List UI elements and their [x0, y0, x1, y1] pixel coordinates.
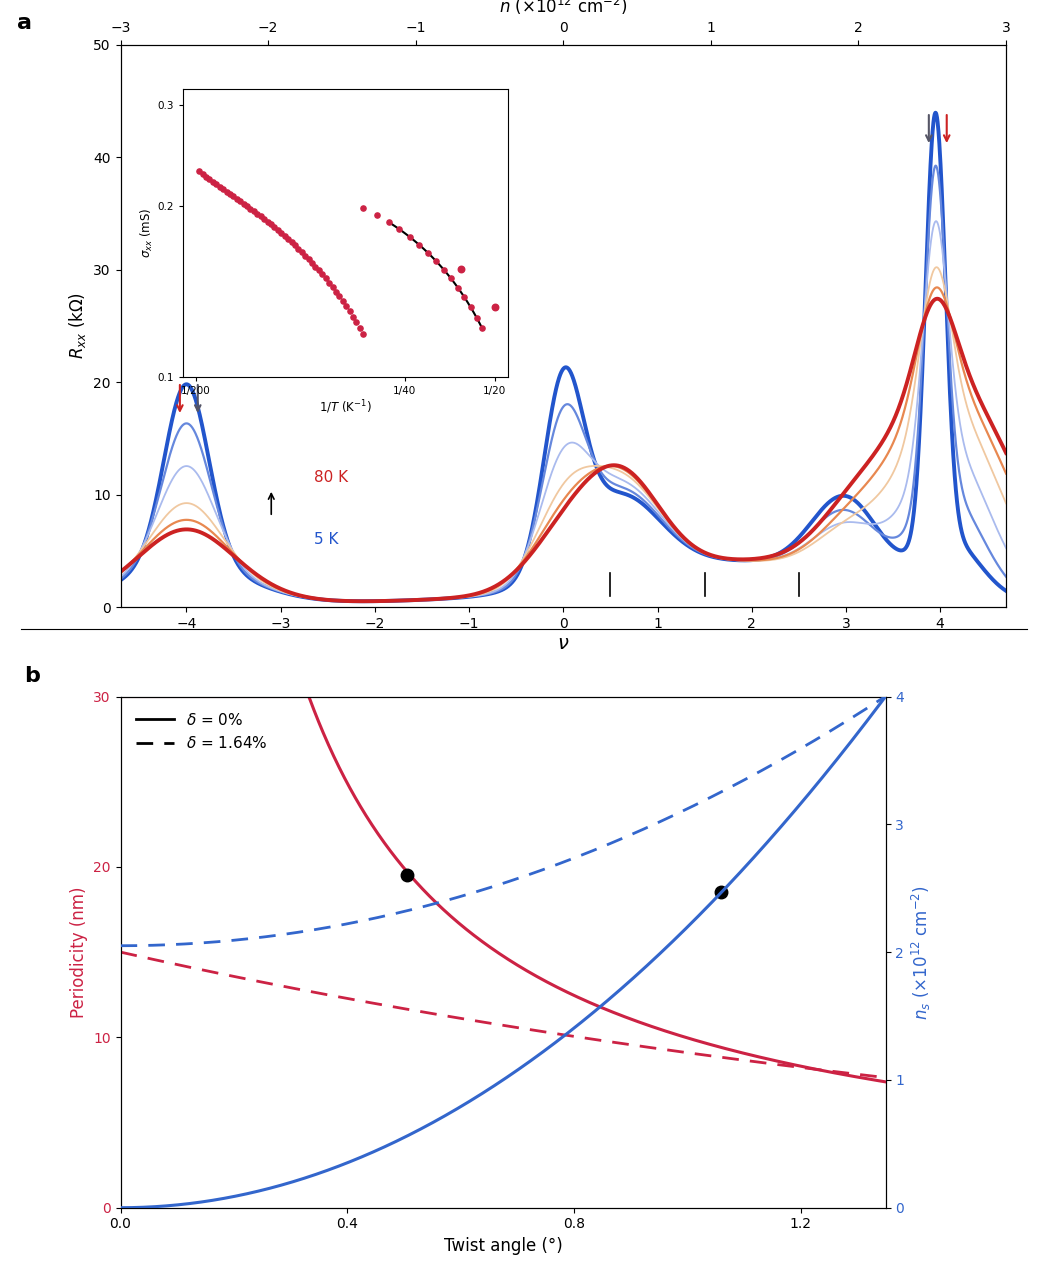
Point: [269, 220, 286, 240]
Point: [263, 215, 280, 235]
Point: [249, 203, 266, 224]
Point: [351, 318, 368, 339]
Point: [191, 161, 208, 181]
Point: [283, 233, 300, 253]
Text: 80 K: 80 K: [313, 470, 348, 486]
X-axis label: 1/$T$ (K$^{-1}$): 1/$T$ (K$^{-1}$): [320, 399, 372, 417]
Y-axis label: $\sigma_{xx}$ (mS): $\sigma_{xx}$ (mS): [139, 208, 155, 258]
Point: [334, 291, 351, 312]
Point: [318, 268, 334, 289]
Point: [208, 174, 224, 194]
Point: [293, 242, 310, 262]
Point: [401, 226, 418, 247]
Y-axis label: $R_{xx}$ (k$\Omega$): $R_{xx}$ (k$\Omega$): [67, 293, 88, 359]
Point: [342, 300, 358, 321]
Text: 5 K: 5 K: [313, 532, 339, 547]
Point: [345, 307, 362, 327]
Point: [452, 258, 468, 279]
Point: [331, 286, 348, 307]
Point: [348, 312, 365, 332]
Point: [314, 265, 331, 285]
Point: [253, 206, 269, 226]
Point: [300, 249, 316, 270]
Point: [474, 318, 490, 339]
Point: [256, 208, 272, 229]
Point: [225, 187, 242, 207]
Point: [337, 295, 354, 316]
Point: [198, 166, 215, 187]
Point: [280, 229, 297, 249]
Point: [266, 217, 283, 238]
Point: [380, 212, 397, 233]
X-axis label: Twist angle (°): Twist angle (°): [443, 1237, 563, 1255]
Point: [355, 198, 372, 219]
Point: [419, 243, 436, 263]
Point: [435, 259, 452, 280]
X-axis label: $\nu$: $\nu$: [558, 634, 569, 653]
Point: [235, 193, 252, 213]
Point: [286, 235, 303, 256]
Point: [307, 257, 324, 277]
Point: [328, 281, 345, 302]
Point: [456, 288, 473, 308]
Point: [368, 204, 385, 225]
Point: [239, 196, 256, 216]
Point: [450, 277, 466, 298]
Point: [355, 323, 372, 344]
Point: [462, 296, 479, 317]
Point: [259, 211, 276, 231]
Point: [221, 184, 238, 204]
Text: a: a: [17, 14, 32, 33]
Point: [304, 253, 321, 273]
Point: [215, 179, 232, 199]
Point: [218, 181, 235, 202]
Point: [204, 171, 221, 192]
Point: [228, 189, 245, 210]
Point: [321, 272, 337, 293]
Y-axis label: $n_s$ ($\times$10$^{12}$ cm$^{-2}$): $n_s$ ($\times$10$^{12}$ cm$^{-2}$): [910, 884, 933, 1020]
Point: [242, 198, 259, 219]
Point: [442, 268, 459, 289]
Point: [201, 169, 218, 189]
Legend: $\delta$ = 0%, $\delta$ = 1.64%: $\delta$ = 0%, $\delta$ = 1.64%: [128, 704, 276, 759]
Point: [290, 239, 307, 259]
Point: [245, 201, 262, 221]
Point: [391, 219, 408, 239]
Point: [194, 164, 211, 184]
Point: [411, 234, 428, 254]
Point: [272, 222, 289, 243]
Point: [232, 190, 248, 211]
Point: [468, 307, 485, 327]
Point: [277, 226, 293, 247]
Point: [324, 277, 341, 298]
Point: [428, 250, 444, 271]
Point: [212, 176, 228, 197]
Point: [297, 245, 313, 266]
Text: b: b: [24, 666, 40, 686]
Y-axis label: Periodicity (nm): Periodicity (nm): [69, 887, 88, 1017]
Point: [486, 296, 503, 317]
Point: [310, 261, 327, 281]
X-axis label: $n$ ($\times$10$^{12}$ cm$^{-2}$): $n$ ($\times$10$^{12}$ cm$^{-2}$): [499, 0, 628, 17]
